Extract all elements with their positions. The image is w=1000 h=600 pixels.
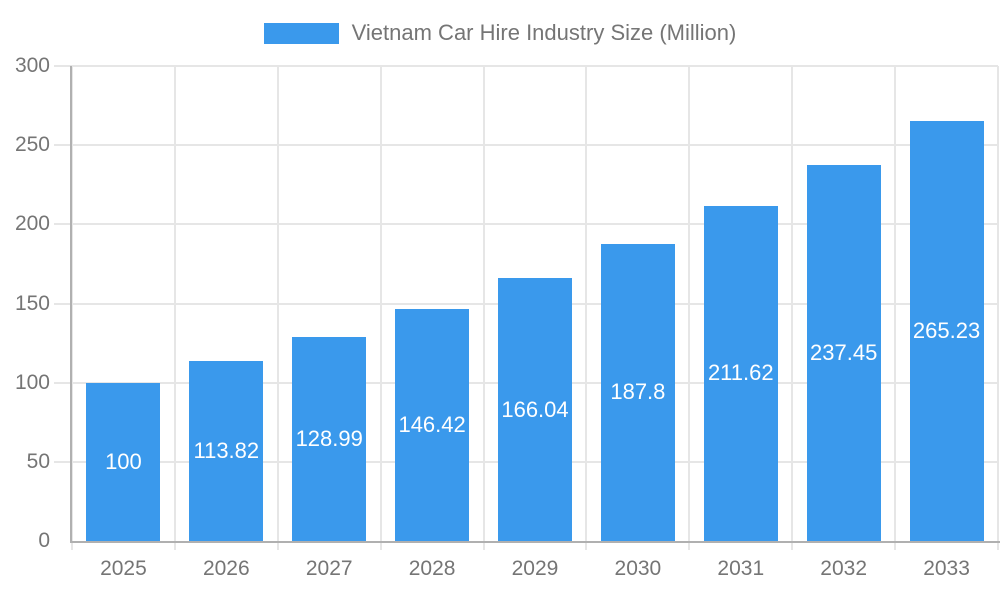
x-gridline xyxy=(71,66,73,550)
x-gridline xyxy=(688,66,691,550)
legend[interactable]: Vietnam Car Hire Industry Size (Million) xyxy=(0,20,1000,46)
bar[interactable]: 128.99 xyxy=(292,336,367,541)
y-tick-label: 250 xyxy=(14,133,50,157)
bar[interactable]: 237.45 xyxy=(806,165,881,541)
x-gridline xyxy=(379,66,382,550)
y-axis-line xyxy=(70,66,72,543)
y-tick-label: 200 xyxy=(14,212,50,236)
x-tick-label: 2033 xyxy=(923,557,970,580)
x-tick-label: 2026 xyxy=(202,557,250,580)
bar-value-label: 100 xyxy=(105,448,142,474)
bar-value-label: 146.42 xyxy=(398,412,466,438)
y-tick-label: 100 xyxy=(14,370,50,394)
legend-swatch-icon xyxy=(263,22,339,44)
y-gridline xyxy=(54,65,998,67)
y-tick-label: 50 xyxy=(26,449,50,473)
bar-value-label: 237.45 xyxy=(810,340,878,366)
y-tick-label: 150 xyxy=(14,291,50,315)
bar-value-label: 211.62 xyxy=(707,360,774,386)
plot-area: 0 50 100 150 200 250 300 100 2025 113.82 2026 128.9… xyxy=(15,55,1000,580)
x-tick-label: 2031 xyxy=(717,557,765,580)
bar-value-label: 113.82 xyxy=(193,437,260,463)
bar[interactable]: 146.42 xyxy=(395,309,470,541)
bar[interactable]: 100 xyxy=(86,382,161,541)
legend-label: Vietnam Car Hire Industry Size (Million) xyxy=(351,20,737,45)
x-gridline xyxy=(997,66,999,550)
x-tick-label: 2028 xyxy=(408,557,456,580)
x-tick-label: 2029 xyxy=(511,557,559,580)
bar[interactable]: 265.23 xyxy=(909,121,984,541)
y-gridline xyxy=(54,144,998,147)
x-gridline xyxy=(585,66,588,550)
x-tick-label: 2032 xyxy=(820,557,868,580)
x-tick-label: 2030 xyxy=(614,557,662,580)
x-tick-label: 2025 xyxy=(100,557,147,580)
bar[interactable]: 211.62 xyxy=(703,205,778,541)
bar[interactable]: 166.04 xyxy=(497,278,573,541)
x-gridline xyxy=(894,66,897,550)
bar[interactable]: 187.8 xyxy=(600,243,675,541)
bar-value-label: 128.99 xyxy=(295,425,363,451)
bar-value-label: 187.8 xyxy=(610,379,666,405)
y-tick-label: 0 xyxy=(38,529,50,552)
x-gridline xyxy=(791,66,794,550)
x-tick-label: 2027 xyxy=(305,557,353,580)
bar[interactable]: 113.82 xyxy=(189,360,264,541)
bar-value-label: 265.23 xyxy=(912,318,981,344)
x-gridline xyxy=(276,66,279,550)
x-gridline xyxy=(173,66,176,550)
y-tick-label: 300 xyxy=(14,54,50,77)
x-gridline xyxy=(482,66,485,550)
y-gridline xyxy=(54,223,998,226)
x-axis-line xyxy=(70,541,1000,543)
bar-value-label: 166.04 xyxy=(501,396,569,422)
